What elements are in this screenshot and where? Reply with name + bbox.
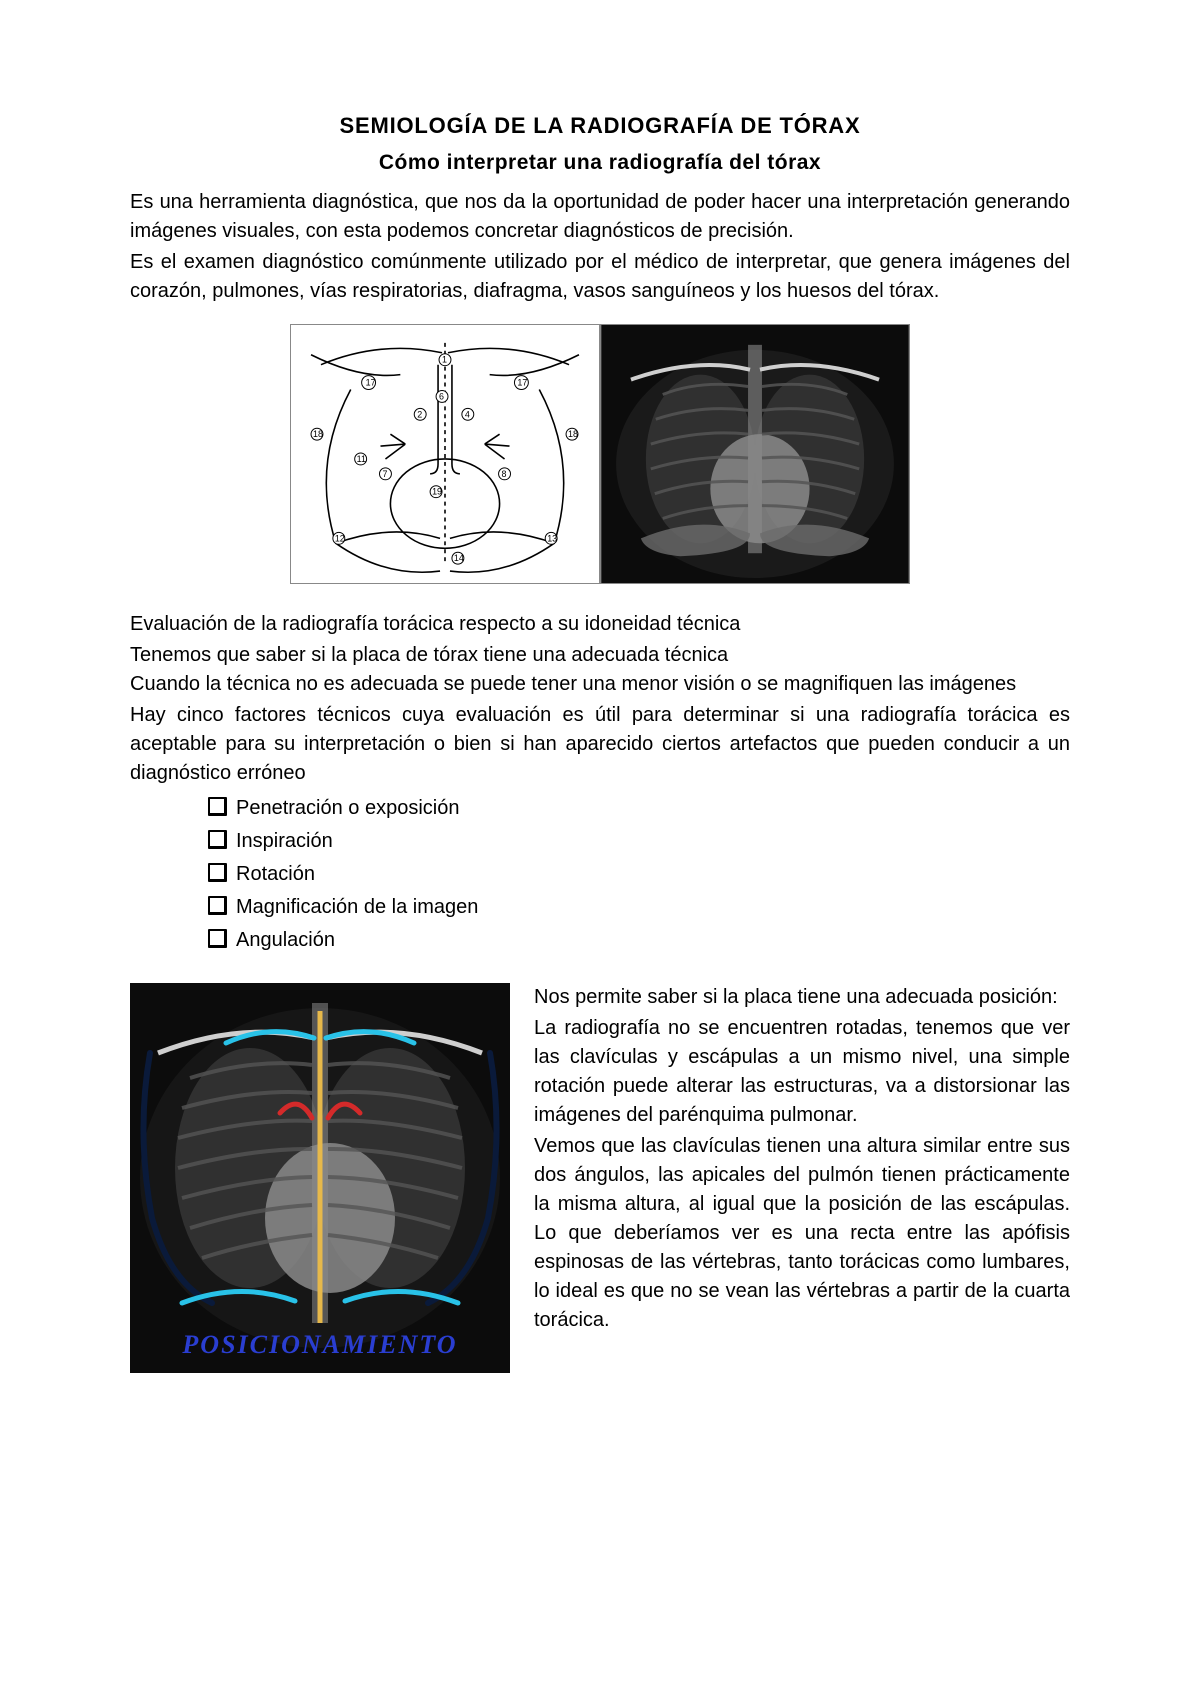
svg-text:14: 14 — [454, 553, 464, 563]
figure-row-top: 17 17 1 2 4 6 7 8 11 12 13 14 19 18 18 — [130, 324, 1070, 584]
side-paragraph-1: Nos permite saber si la placa tiene una … — [534, 983, 1070, 1012]
svg-text:17: 17 — [366, 378, 376, 388]
thorax-line-diagram: 17 17 1 2 4 6 7 8 11 12 13 14 19 18 18 — [290, 324, 600, 584]
title-line-1: SEMIOLOGÍA DE LA RADIOGRAFÍA DE TÓRAX — [130, 110, 1070, 142]
list-item: Magnificación de la imagen — [208, 893, 1070, 922]
list-item: Rotación — [208, 860, 1070, 889]
svg-text:1: 1 — [442, 355, 447, 365]
side-paragraph-3: Vemos que las clavículas tienen una altu… — [534, 1132, 1070, 1335]
positioning-label: POSICIONAMIENTO — [130, 1326, 510, 1364]
svg-text:6: 6 — [439, 392, 444, 402]
svg-text:8: 8 — [502, 469, 507, 479]
list-item: Penetración o exposición — [208, 794, 1070, 823]
chest-xray-thumbnail — [600, 324, 910, 584]
svg-text:12: 12 — [335, 534, 345, 544]
eval-line-1: Evaluación de la radiografía torácica re… — [130, 610, 1070, 639]
side-paragraph-2: La radiografía no se encuentren rotadas,… — [534, 1014, 1070, 1130]
svg-text:18: 18 — [568, 429, 578, 439]
list-item: Inspiración — [208, 827, 1070, 856]
svg-text:13: 13 — [547, 534, 557, 544]
svg-text:17: 17 — [517, 378, 527, 388]
intro-paragraph-1: Es una herramienta diagnóstica, que nos … — [130, 188, 1070, 246]
svg-text:11: 11 — [357, 454, 366, 464]
svg-text:7: 7 — [382, 469, 387, 479]
eval-line-2: Tenemos que saber si la placa de tórax t… — [130, 641, 1070, 670]
list-item: Angulación — [208, 926, 1070, 955]
positioning-section: POSICIONAMIENTO Nos permite saber si la … — [130, 983, 1070, 1373]
svg-text:2: 2 — [417, 410, 422, 420]
svg-text:18: 18 — [313, 429, 323, 439]
svg-text:19: 19 — [432, 487, 442, 497]
eval-line-4: Hay cinco factores técnicos cuya evaluac… — [130, 701, 1070, 788]
technical-factors-list: Penetración o exposición Inspiración Rot… — [208, 794, 1070, 955]
svg-text:4: 4 — [465, 410, 470, 420]
intro-paragraph-2: Es el examen diagnóstico comúnmente util… — [130, 248, 1070, 306]
positioning-text: Nos permite saber si la placa tiene una … — [534, 983, 1070, 1337]
positioning-xray: POSICIONAMIENTO — [130, 983, 510, 1373]
title-line-2: Cómo interpretar una radiografía del tór… — [130, 148, 1070, 178]
eval-line-3: Cuando la técnica no es adecuada se pued… — [130, 670, 1070, 699]
